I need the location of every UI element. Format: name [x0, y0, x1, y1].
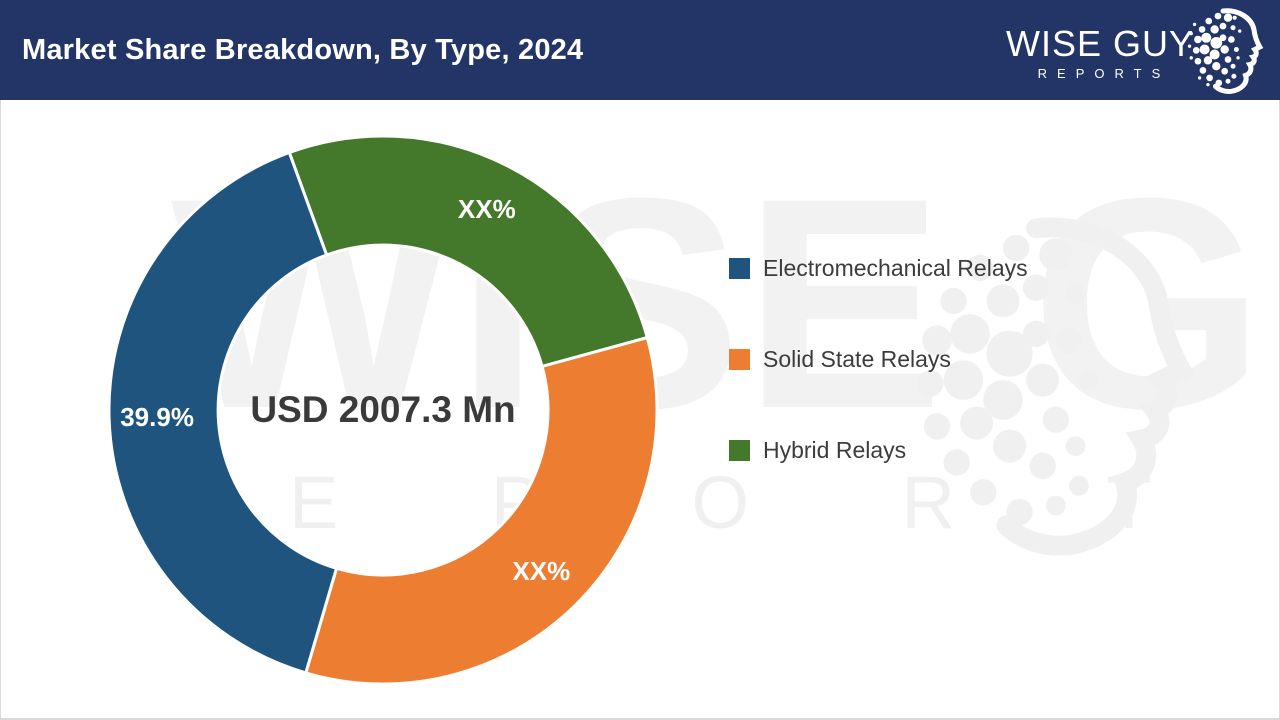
- legend-item-electromechanical: Electromechanical Relays: [729, 255, 1028, 282]
- donut-center-value: USD 2007.3 Mn: [250, 389, 515, 430]
- legend-label: Solid State Relays: [763, 346, 951, 372]
- legend-swatch-blue: [729, 258, 750, 279]
- donut-chart: XX% XX% 39.9% USD 2007.3 Mn: [107, 134, 659, 686]
- donut-segment-hybrid-relays: [287, 134, 649, 368]
- legend-label: Electromechanical Relays: [763, 255, 1028, 281]
- segment-label: 39.9%: [120, 402, 194, 432]
- chart-area: WISE GUY E P O R T S XX%XX%39.9% USD 200…: [0, 100, 1280, 720]
- watermark-face-icon: [917, 217, 1196, 556]
- legend-swatch-green: [729, 440, 750, 461]
- donut-segment-electromechanical-relays: [107, 151, 338, 675]
- brand-subtitle: REPORTS: [1037, 66, 1171, 81]
- brand-logo-text: WISE GUY REPORTS: [1006, 23, 1194, 81]
- legend-swatch-orange: [729, 349, 750, 370]
- donut-segment-solid-state-relays: [304, 336, 659, 686]
- brand-logo: WISE GUY REPORTS: [1006, 6, 1266, 98]
- legend-item-solid-state: Solid State Relays: [729, 346, 1028, 373]
- legend-item-hybrid: Hybrid Relays: [729, 437, 1028, 464]
- chart-legend: Electromechanical Relays Solid State Rel…: [729, 255, 1028, 528]
- segment-label: XX%: [512, 556, 570, 586]
- brand-name: WISE GUY: [1005, 23, 1194, 64]
- page-title: Market Share Breakdown, By Type, 2024: [22, 33, 584, 66]
- face-logo-icon: [1187, 8, 1264, 94]
- header-bar: Market Share Breakdown, By Type, 2024 WI…: [0, 0, 1280, 100]
- segment-label: XX%: [458, 194, 516, 224]
- legend-label: Hybrid Relays: [763, 437, 907, 463]
